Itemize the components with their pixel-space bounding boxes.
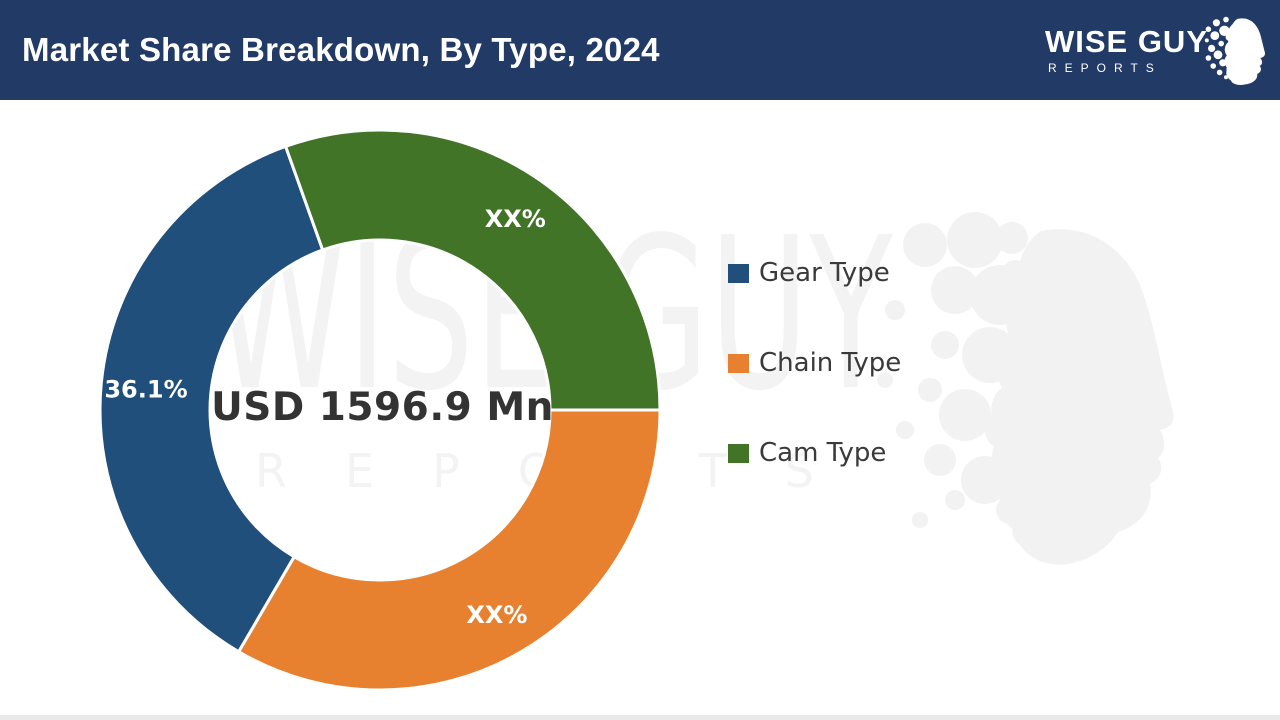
donut-segment-cam-type xyxy=(284,128,662,412)
legend-swatch-cam-type xyxy=(728,443,749,463)
legend-label: Cam Type xyxy=(759,438,887,468)
segment-label-cam-type: XX% xyxy=(485,205,546,233)
chart-legend: Gear Type Chain Type Cam Type xyxy=(728,244,901,514)
logo-tagline: REPORTS xyxy=(1047,60,1162,75)
legend-swatch-gear-type xyxy=(728,263,749,283)
header-bar: Market Share Breakdown, By Type, 2024 WI… xyxy=(0,0,1280,100)
segment-label-gear-type: 36.1% xyxy=(104,375,187,403)
logo-text: WISE GUY REPORTS xyxy=(1045,26,1208,75)
legend-label: Gear Type xyxy=(759,258,890,288)
bottom-divider xyxy=(0,715,1280,720)
donut-segment-gear-type xyxy=(98,144,325,654)
legend-label: Chain Type xyxy=(759,348,902,378)
chart-center-value: USD 1596.9 Mn xyxy=(211,385,554,430)
donut-segment-chain-type xyxy=(237,408,662,692)
page-title: Market Share Breakdown, By Type, 2024 xyxy=(22,31,660,68)
wise-guy-logo: WISE GUY REPORTS xyxy=(1045,0,1266,100)
logo-wordmark: WISE GUY xyxy=(1044,23,1208,59)
logo-head-icon xyxy=(1204,16,1266,86)
segment-label-chain-type: XX% xyxy=(466,601,527,629)
legend-item-cam-type: Cam Type xyxy=(728,424,901,482)
legend-item-chain-type: Chain Type xyxy=(728,334,901,392)
legend-swatch-chain-type xyxy=(728,353,749,373)
legend-item-gear-type: Gear Type xyxy=(728,244,901,302)
